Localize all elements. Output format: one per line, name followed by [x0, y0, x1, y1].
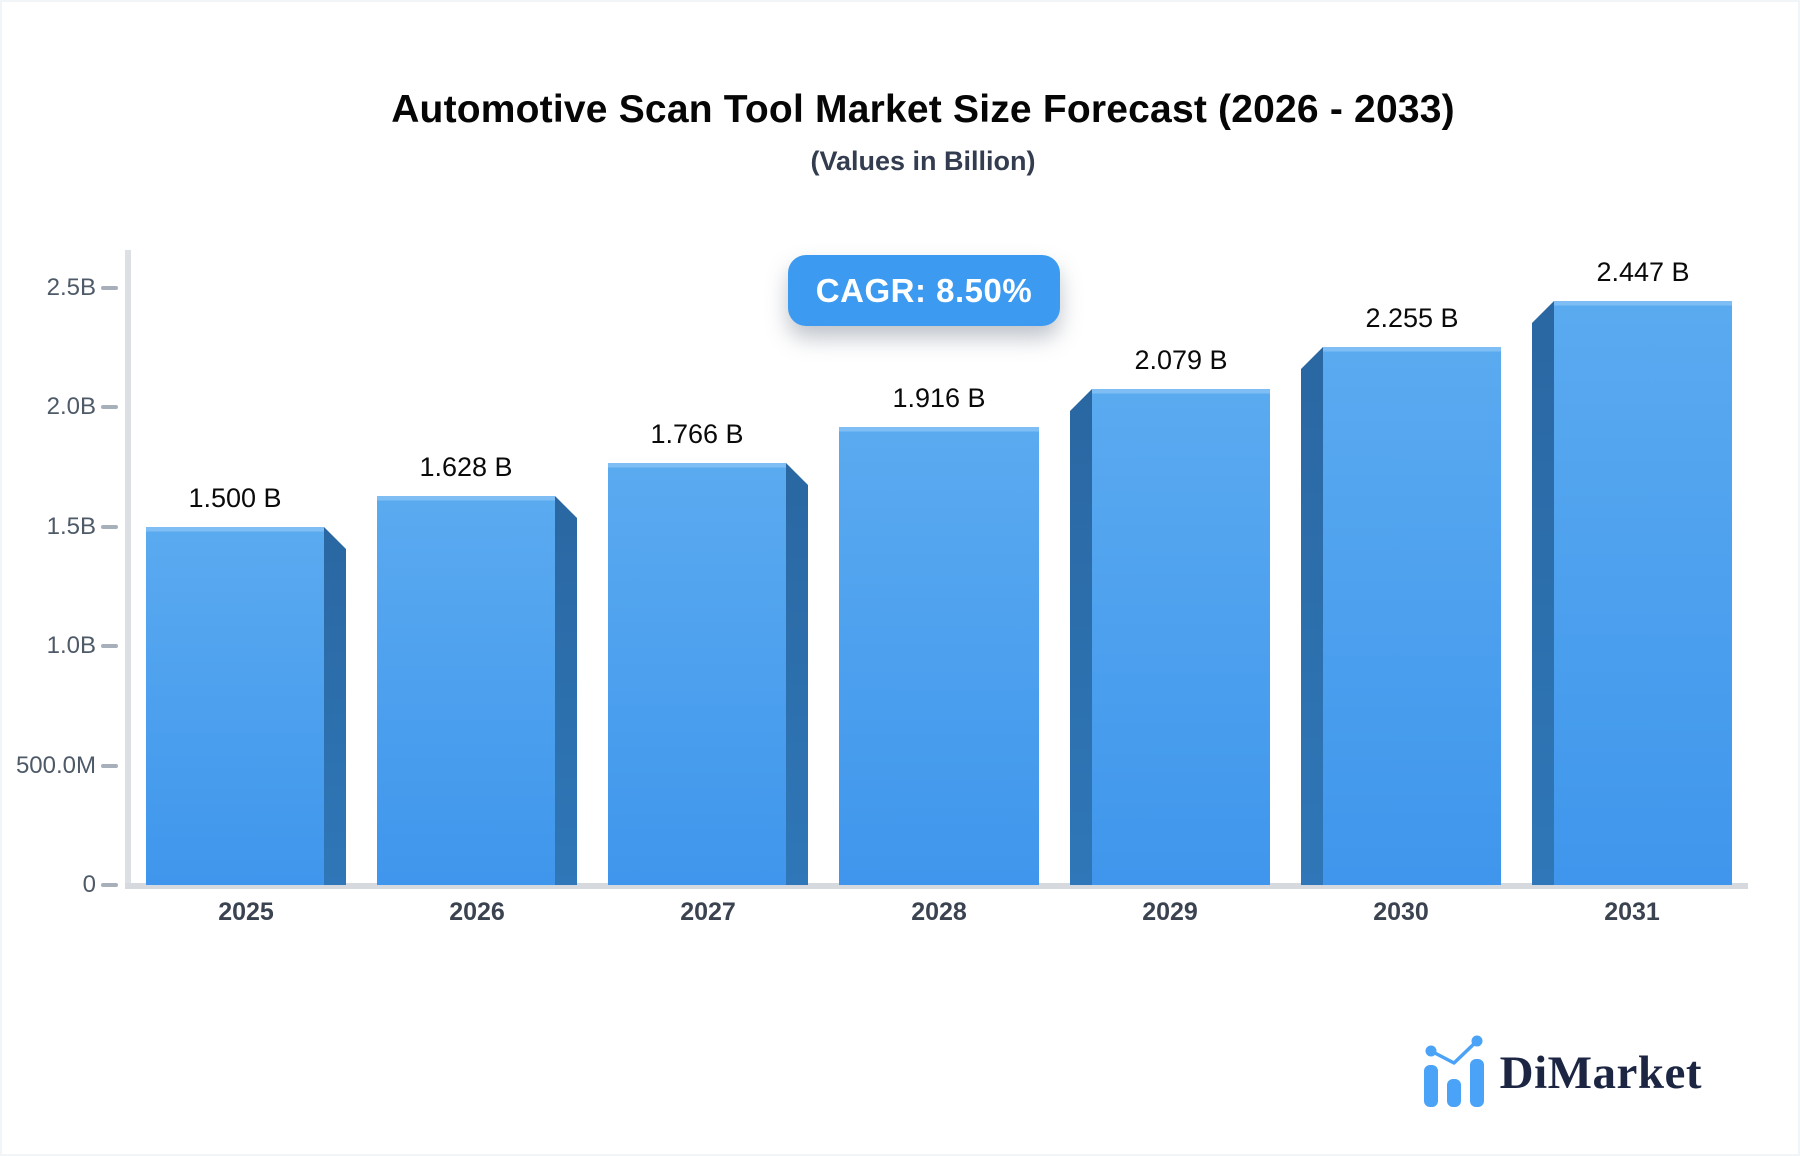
x-tick-label-2028: 2028 [911, 898, 967, 926]
chart-subtitle: (Values in Billion) [810, 146, 1036, 176]
y-tick-dash [101, 286, 118, 290]
brand-name: DiMarket [1499, 1046, 1702, 1099]
bar-value-label-2028: 1.916 B [892, 383, 986, 413]
y-tick-dash [101, 405, 118, 410]
y-tick-label-0: 0 [82, 871, 96, 898]
bar-side-2029 [1070, 389, 1092, 885]
y-tick-label-2.5B: 2.5B [46, 274, 96, 301]
x-tick-label-2031: 2031 [1604, 898, 1660, 926]
dimarket-logo-icon [1422, 1033, 1486, 1112]
bar-face-2030 [1323, 347, 1501, 885]
cagr-badge: CAGR: 8.50% [788, 255, 1060, 326]
chart-header: Automotive Scan Tool Market Size Forecas… [46, 88, 1800, 177]
bar-face-2027 [608, 463, 786, 885]
y-tick-label-1.5B: 1.5B [46, 512, 96, 540]
bar-face-2026 [377, 496, 555, 885]
bar-value-label-2030: 2.255 B [1365, 303, 1459, 333]
y-tick-dash [101, 524, 118, 529]
y-tick-dash [101, 763, 118, 768]
bar-side-2027 [786, 463, 808, 885]
bar-value-label-2025: 1.500 B [188, 483, 282, 513]
y-axis-line [125, 250, 131, 889]
x-tick-label-2029: 2029 [1142, 898, 1198, 926]
y-tick-label-2.0B: 2.0B [46, 393, 96, 421]
bar-side-2031 [1532, 301, 1554, 885]
x-tick-label-2030: 2030 [1373, 898, 1429, 926]
x-tick-label-2025: 2025 [218, 898, 274, 926]
y-tick-dash [101, 883, 118, 887]
bar-value-label-2029: 2.079 B [1134, 345, 1228, 375]
x-tick-label-2027: 2027 [680, 898, 736, 926]
chart-title: Automotive Scan Tool Market Size Forecas… [391, 88, 1455, 131]
bar-value-label-2031: 2.447 B [1596, 257, 1690, 287]
bar-side-2026 [555, 496, 577, 885]
y-tick-dash [101, 644, 118, 649]
bar-face-2029 [1092, 389, 1270, 885]
bar-face-2028 [839, 427, 1039, 885]
y-tick-label-1.0B: 1.0B [46, 632, 96, 660]
cagr-badge-label: CAGR: 8.50% [815, 271, 1033, 309]
x-tick-label-2026: 2026 [449, 898, 505, 926]
brand-watermark: DiMarket [1422, 1033, 1702, 1112]
bar-side-2030 [1301, 347, 1323, 885]
bar-value-label-2027: 1.766 B [650, 419, 744, 449]
x-axis-baseline [125, 883, 1748, 889]
bar-side-2025 [324, 527, 346, 885]
y-tick-label-500.0M: 500.0M [15, 751, 96, 779]
bar-face-2031 [1554, 301, 1732, 885]
bar-face-2025 [146, 527, 324, 885]
bar-value-label-2026: 1.628 B [419, 452, 513, 482]
